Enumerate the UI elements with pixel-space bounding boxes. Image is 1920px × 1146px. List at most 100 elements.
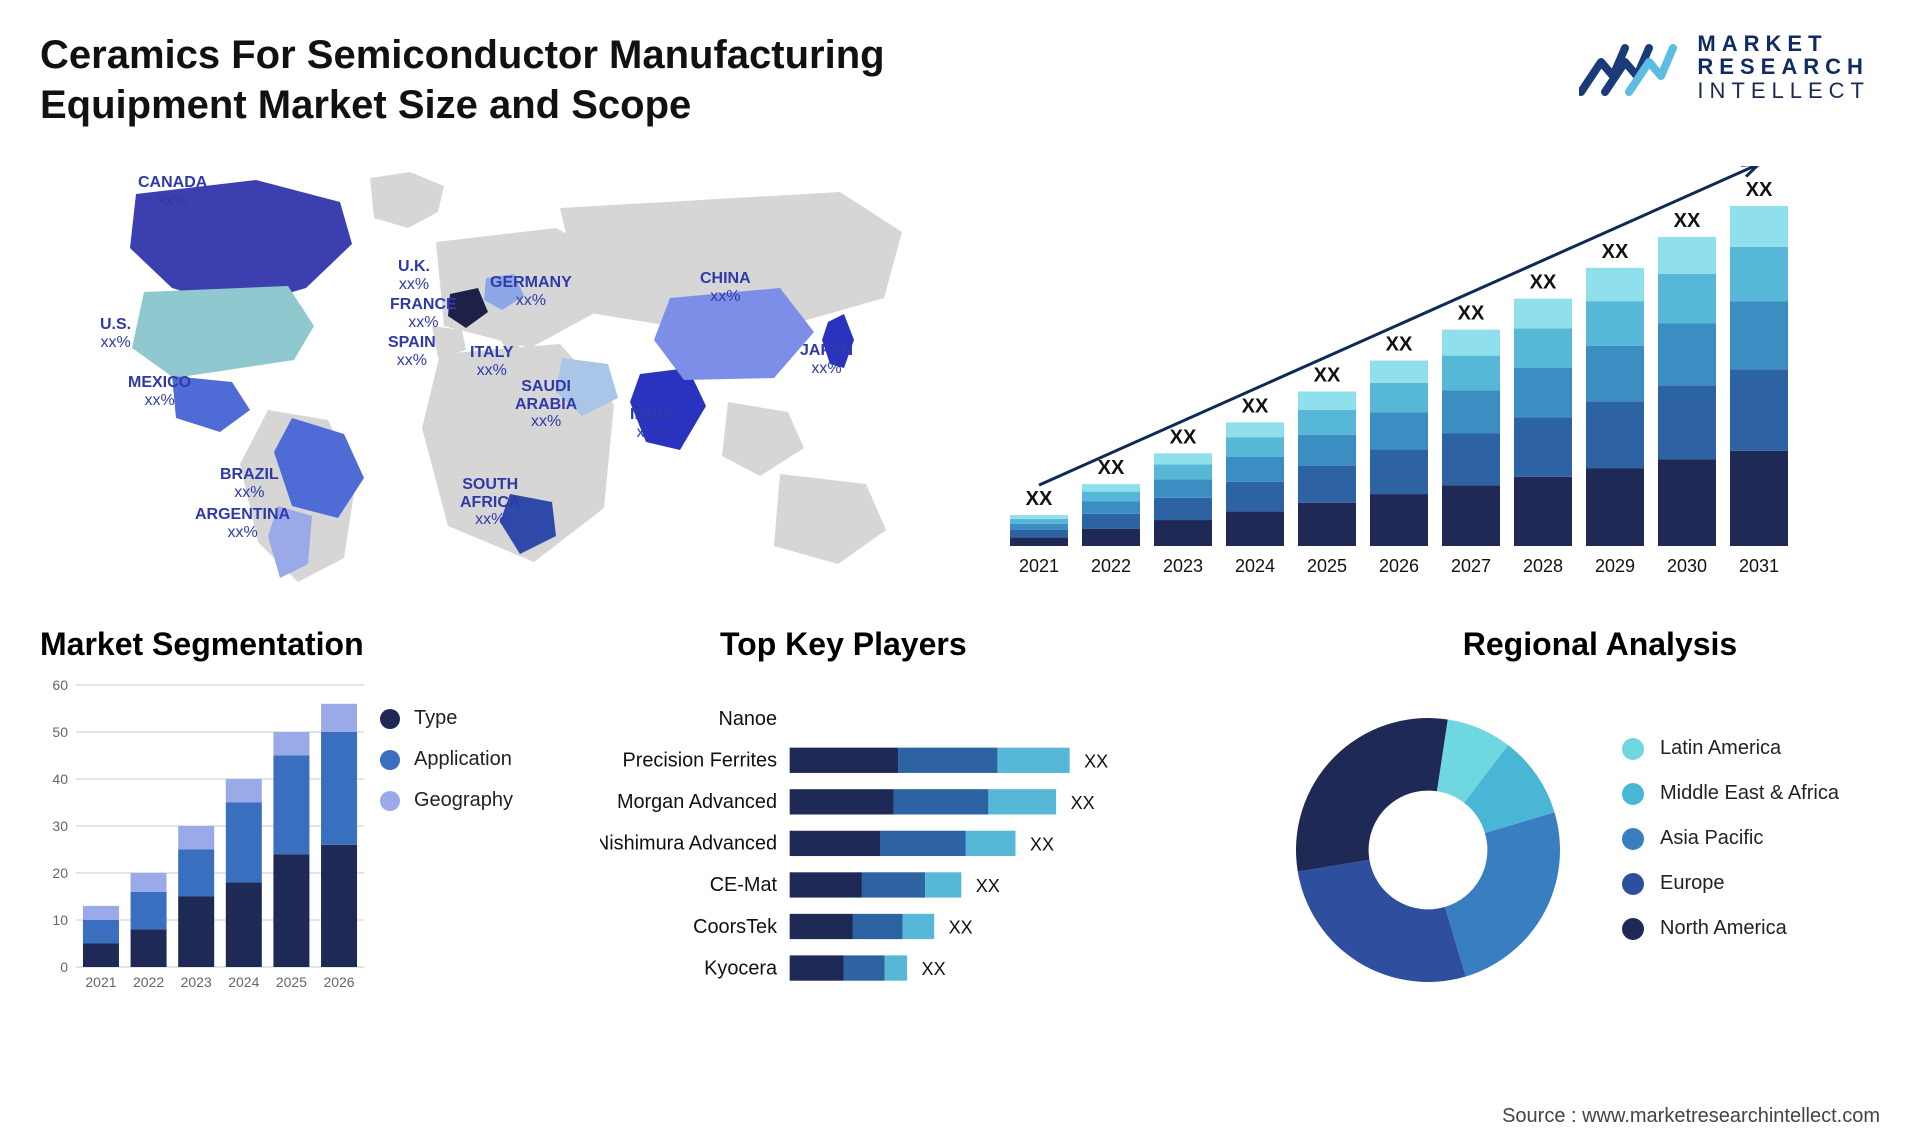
growth-bar-segment: [1370, 450, 1428, 495]
player-bar-segment: [966, 831, 1016, 856]
seg-bar-segment: [178, 850, 214, 897]
seg-bar-segment: [273, 732, 309, 756]
seg-bar-segment: [83, 944, 119, 968]
map-label: BRAZILxx%: [220, 466, 279, 501]
y-tick-label: 40: [52, 771, 68, 787]
growth-bar-segment: [1010, 515, 1068, 519]
regional-panel: Regional Analysis Latin AmericaMiddle Ea…: [1260, 626, 1880, 1022]
player-value: XX: [1071, 793, 1095, 813]
growth-bar-value: XX: [1386, 334, 1413, 356]
player-bar-segment: [844, 955, 885, 980]
growth-bar-segment: [1586, 346, 1644, 402]
seg-year-label: 2024: [228, 974, 259, 990]
growth-bar-segment: [1226, 422, 1284, 437]
map-label: SPAINxx%: [388, 334, 436, 369]
y-tick-label: 20: [52, 865, 68, 881]
seg-year-label: 2023: [181, 974, 212, 990]
growth-bar-segment: [1442, 390, 1500, 433]
brand-logo: MARKET RESEARCH INTELLECT: [1579, 28, 1870, 106]
legend-item: Latin America: [1622, 737, 1839, 760]
legend-swatch-icon: [380, 791, 400, 811]
map-region-australia: [774, 474, 886, 564]
map-label: JAPANxx%: [800, 342, 853, 377]
growth-bar-segment: [1370, 383, 1428, 413]
growth-bar-segment: [1154, 464, 1212, 479]
growth-bar-value: XX: [1098, 457, 1125, 479]
map-label: SAUDIARABIAxx%: [515, 378, 577, 431]
growth-bar-segment: [1226, 482, 1284, 512]
donut-slice: [1298, 859, 1466, 981]
growth-bar-segment: [1514, 477, 1572, 546]
players-chart: NanoePrecision FerritesXXMorgan Advanced…: [600, 677, 1160, 1017]
legend-item: Geography: [380, 789, 513, 812]
regional-title: Regional Analysis: [1320, 626, 1880, 663]
seg-bar-segment: [226, 882, 262, 967]
legend-item: Europe: [1622, 872, 1839, 895]
donut-slice: [1445, 812, 1560, 976]
regional-legend: Latin AmericaMiddle East & AfricaAsia Pa…: [1622, 737, 1839, 962]
growth-bar-value: XX: [1026, 488, 1053, 510]
players-title: Top Key Players: [720, 626, 1220, 663]
growth-bar-segment: [1442, 433, 1500, 485]
growth-bar-segment: [1226, 457, 1284, 482]
growth-bar-year: 2021: [1019, 556, 1059, 576]
player-bar-segment: [925, 872, 961, 897]
growth-bar-segment: [1730, 451, 1788, 546]
legend-swatch-icon: [1622, 828, 1644, 850]
growth-bar-segment: [1082, 492, 1140, 502]
growth-bar-segment: [1586, 401, 1644, 468]
legend-item: North America: [1622, 917, 1839, 940]
y-tick-label: 30: [52, 818, 68, 834]
map-label: MEXICOxx%: [128, 374, 191, 409]
map-label: FRANCExx%: [390, 296, 457, 331]
segmentation-chart: 0102030405060202120222023202420252026: [40, 677, 370, 997]
growth-bar-segment: [1154, 498, 1212, 520]
regional-donut: [1278, 700, 1578, 1000]
player-name: Morgan Advanced: [617, 791, 777, 813]
growth-bar-segment: [1298, 466, 1356, 503]
player-bar-segment: [903, 914, 935, 939]
legend-swatch-icon: [1622, 873, 1644, 895]
growth-bar-segment: [1226, 511, 1284, 546]
growth-bar-segment: [1658, 323, 1716, 385]
growth-bar-segment: [1370, 494, 1428, 546]
player-value: XX: [976, 876, 1000, 896]
growth-bar-segment: [1730, 206, 1788, 247]
growth-bar-value: XX: [1602, 241, 1629, 263]
seg-bar-segment: [178, 826, 214, 850]
y-tick-label: 10: [52, 912, 68, 928]
player-bar-segment: [862, 872, 925, 897]
map-region-us: [132, 286, 314, 378]
legend-item: Asia Pacific: [1622, 827, 1839, 850]
legend-item: Application: [380, 748, 513, 771]
player-name: Nanoe: [719, 708, 778, 730]
growth-bar-segment: [1514, 368, 1572, 417]
player-bar-segment: [988, 789, 1056, 814]
growth-bar-segment: [1010, 530, 1068, 537]
segmentation-panel: Market Segmentation 01020304050602021202…: [40, 626, 560, 1022]
seg-bar-segment: [273, 854, 309, 967]
legend-swatch-icon: [380, 709, 400, 729]
growth-bar-segment: [1514, 299, 1572, 329]
logo-mark-icon: [1579, 28, 1679, 106]
player-bar-segment: [880, 831, 966, 856]
growth-bar-segment: [1370, 361, 1428, 383]
player-value: XX: [922, 959, 946, 979]
growth-bar-segment: [1514, 328, 1572, 368]
legend-swatch-icon: [1622, 738, 1644, 760]
growth-bar-segment: [1082, 484, 1140, 491]
y-tick-label: 0: [60, 959, 68, 975]
growth-bar-segment: [1586, 268, 1644, 301]
growth-bar-segment: [1010, 524, 1068, 530]
legend-label: Application: [414, 748, 512, 771]
growth-bar-segment: [1010, 537, 1068, 546]
growth-bar-value: XX: [1314, 364, 1341, 386]
y-tick-label: 50: [52, 724, 68, 740]
page-title: Ceramics For Semiconductor Manufacturing…: [40, 30, 1090, 130]
map-label: ITALYxx%: [470, 344, 514, 379]
growth-bar-year: 2027: [1451, 556, 1491, 576]
seg-bar-segment: [273, 756, 309, 855]
seg-bar-segment: [321, 845, 357, 967]
growth-bar-segment: [1658, 459, 1716, 546]
growth-bar-segment: [1658, 385, 1716, 459]
